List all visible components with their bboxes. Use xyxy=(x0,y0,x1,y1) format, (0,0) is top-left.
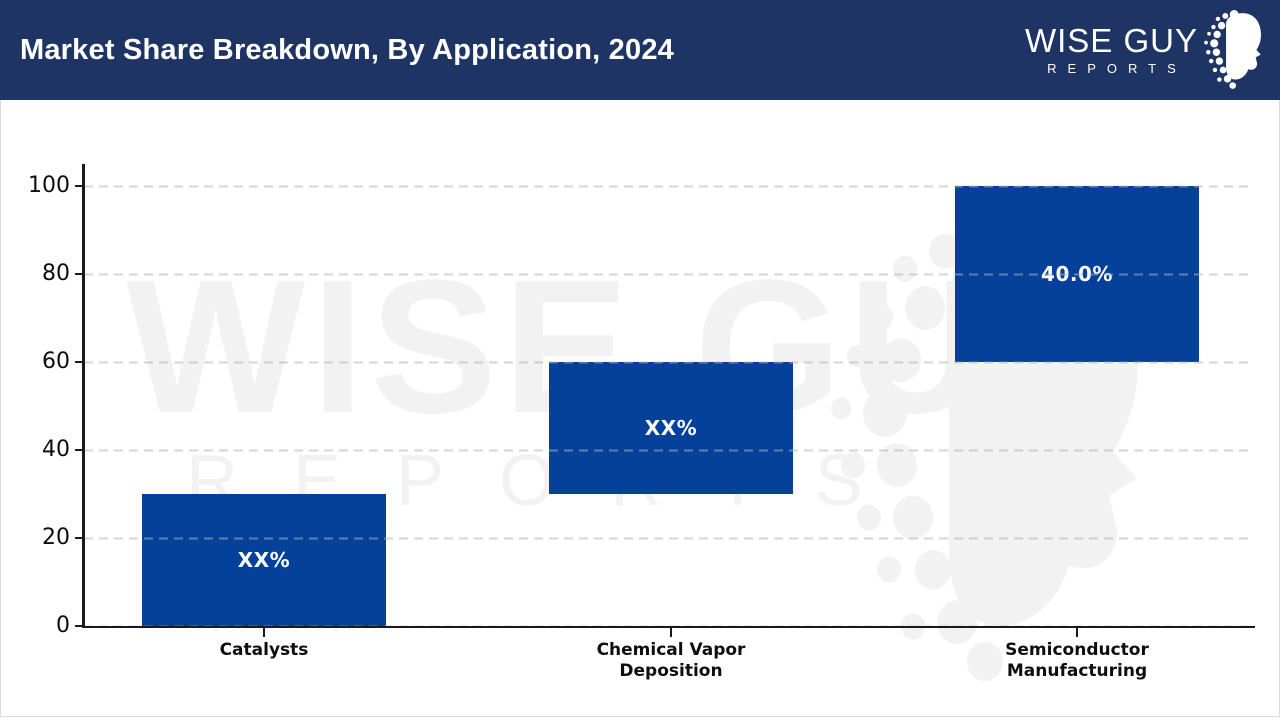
x-category-label-line: Chemical Vapor xyxy=(596,640,746,660)
x-tick-mark xyxy=(669,627,673,637)
wiseguy-head-icon xyxy=(1204,10,1261,89)
logo-tagline-text: REPORTS xyxy=(1047,61,1187,76)
bar-segment: XX% xyxy=(142,494,386,626)
x-category-label-line: Semiconductor xyxy=(1005,640,1149,660)
bar-segment: XX% xyxy=(549,362,793,494)
y-tick-label: 0 xyxy=(56,613,70,638)
bar-value-label: XX% xyxy=(237,548,291,572)
bar-value-label: XX% xyxy=(644,416,698,440)
header-bar: Market Share Breakdown, By Application, … xyxy=(0,0,1280,100)
wiseguy-logo: WISE GUY REPORTS xyxy=(1025,8,1266,92)
y-tick-mark xyxy=(75,448,84,452)
y-tick-mark xyxy=(75,624,84,628)
x-category-label-line: Deposition xyxy=(619,661,723,681)
chart-title: Market Share Breakdown, By Application, … xyxy=(20,33,674,66)
x-category-label: Catalysts xyxy=(220,640,309,661)
y-tick-label: 60 xyxy=(42,349,70,374)
y-tick-mark xyxy=(75,184,84,188)
x-category-label-line: Manufacturing xyxy=(1006,661,1148,681)
y-tick-mark xyxy=(75,360,84,364)
y-tick-label: 20 xyxy=(42,525,70,550)
y-axis-line xyxy=(82,164,85,628)
logo-text-block: WISE GUY REPORTS xyxy=(1024,22,1198,77)
x-tick-mark xyxy=(1075,627,1079,637)
x-category-label: Chemical Vapor Deposition xyxy=(597,640,746,682)
y-tick-label: 100 xyxy=(28,173,70,198)
x-category-label-line: Catalysts xyxy=(219,640,309,660)
y-tick-mark xyxy=(75,536,84,540)
x-tick-mark xyxy=(262,627,266,637)
x-axis-line xyxy=(82,625,1255,628)
y-tick-label: 80 xyxy=(42,261,70,286)
y-tick-label: 40 xyxy=(42,437,70,462)
logo-brand-text: WISE GUY xyxy=(1024,22,1198,59)
x-category-label: Semiconductor Manufacturing xyxy=(1005,640,1149,682)
y-tick-mark xyxy=(75,272,84,276)
